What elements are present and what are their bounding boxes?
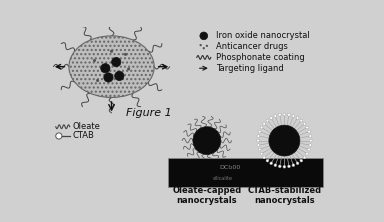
Circle shape: [296, 162, 299, 165]
Text: Oleate-capped
nanocrystals: Oleate-capped nanocrystals: [172, 186, 242, 205]
Text: Iron oxide nanocrystal: Iron oxide nanocrystal: [216, 31, 310, 40]
Circle shape: [258, 148, 261, 151]
Circle shape: [283, 165, 286, 168]
Circle shape: [288, 165, 290, 168]
Circle shape: [296, 117, 299, 119]
Circle shape: [115, 71, 124, 81]
Circle shape: [303, 122, 306, 125]
Text: DCl₂00: DCl₂00: [220, 165, 241, 170]
Circle shape: [274, 115, 277, 117]
Text: CTAB-stabilized
nanocrystals: CTAB-stabilized nanocrystals: [247, 186, 321, 205]
Circle shape: [283, 113, 286, 116]
Circle shape: [200, 44, 202, 46]
Circle shape: [292, 164, 295, 166]
Text: Targeting ligand: Targeting ligand: [216, 64, 284, 73]
Circle shape: [274, 164, 277, 166]
Text: Phosphonate coating: Phosphonate coating: [216, 53, 305, 62]
Circle shape: [269, 125, 300, 156]
Circle shape: [266, 159, 269, 162]
Circle shape: [300, 119, 303, 122]
Circle shape: [308, 148, 311, 151]
Circle shape: [306, 126, 309, 129]
Circle shape: [266, 119, 269, 122]
Circle shape: [278, 165, 281, 168]
Circle shape: [270, 117, 273, 119]
Circle shape: [93, 59, 96, 62]
Circle shape: [270, 162, 273, 165]
Circle shape: [257, 139, 260, 142]
Ellipse shape: [69, 36, 154, 97]
Circle shape: [308, 130, 311, 133]
FancyBboxPatch shape: [168, 158, 323, 187]
Circle shape: [309, 135, 312, 137]
Circle shape: [124, 53, 127, 56]
Circle shape: [104, 73, 113, 82]
Circle shape: [309, 144, 312, 147]
Circle shape: [56, 133, 62, 139]
Circle shape: [203, 47, 205, 49]
Circle shape: [206, 45, 208, 47]
Circle shape: [260, 126, 263, 129]
Circle shape: [111, 57, 121, 67]
Circle shape: [260, 152, 263, 155]
Circle shape: [200, 32, 208, 40]
Text: Figure 1: Figure 1: [126, 108, 172, 118]
Circle shape: [263, 122, 266, 125]
Circle shape: [110, 50, 113, 53]
Circle shape: [303, 156, 306, 159]
Text: Oleate: Oleate: [73, 122, 101, 131]
Circle shape: [292, 115, 295, 117]
Circle shape: [263, 156, 266, 159]
Text: Anticancer drugs: Anticancer drugs: [216, 42, 288, 51]
Circle shape: [300, 159, 303, 162]
Text: silicalite: silicalite: [212, 176, 232, 180]
Circle shape: [306, 152, 309, 155]
Circle shape: [288, 113, 290, 116]
Circle shape: [258, 130, 261, 133]
Circle shape: [257, 144, 260, 147]
Text: CTAB: CTAB: [73, 131, 95, 141]
Circle shape: [193, 127, 221, 155]
Circle shape: [310, 139, 312, 142]
Circle shape: [127, 67, 130, 71]
Circle shape: [96, 79, 99, 82]
Circle shape: [101, 63, 110, 73]
Circle shape: [257, 135, 260, 137]
Circle shape: [278, 113, 281, 116]
